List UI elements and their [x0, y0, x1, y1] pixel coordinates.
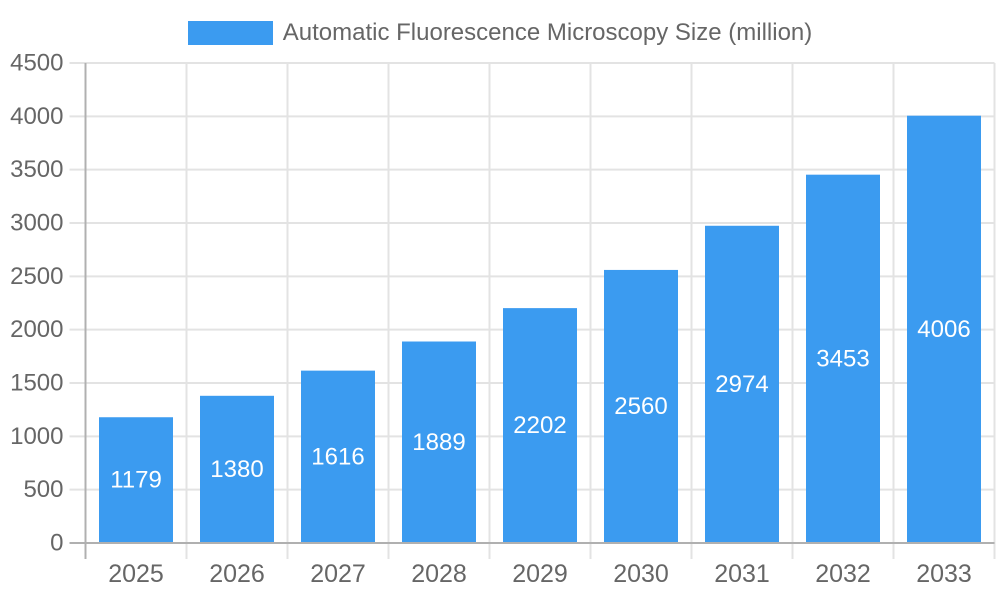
y-tick-label: 3500	[10, 156, 63, 183]
bar-value-label: 1616	[311, 443, 364, 470]
x-tick-label: 2028	[411, 560, 467, 588]
bar-value-label: 3453	[816, 345, 869, 372]
y-tick-label: 3000	[10, 210, 63, 237]
y-tick-label: 1500	[10, 370, 63, 397]
y-tick-label: 2500	[10, 263, 63, 290]
bar-value-label: 2560	[614, 393, 667, 420]
bar-2025[interactable]	[99, 417, 173, 543]
bar-2026[interactable]	[200, 395, 274, 543]
y-tick-label: 500	[23, 476, 63, 503]
y-tick-label: 1000	[10, 423, 63, 450]
x-tick-label: 2030	[613, 560, 669, 588]
bar-value-label: 2202	[513, 412, 566, 439]
bar-2030[interactable]	[604, 269, 678, 543]
y-tick-label: 4500	[10, 50, 63, 77]
bar-2028[interactable]	[402, 341, 476, 543]
bar-2029[interactable]	[503, 308, 577, 543]
y-tick-label: 4000	[10, 103, 63, 130]
legend-swatch-icon	[187, 21, 273, 45]
bar-value-label: 2974	[715, 371, 768, 398]
bar-value-label: 4006	[917, 316, 970, 343]
y-tick-label: 0	[50, 530, 63, 557]
x-tick-label: 2025	[108, 560, 164, 588]
bar-value-label: 1889	[412, 429, 465, 456]
x-tick-label: 2026	[209, 560, 265, 588]
bar-2032[interactable]	[806, 174, 880, 543]
bar-2031[interactable]	[705, 225, 779, 544]
bar-value-label: 1380	[210, 456, 263, 483]
x-tick-label: 2031	[714, 560, 770, 588]
legend-label: Automatic Fluorescence Microscopy Size (…	[282, 19, 813, 46]
y-tick-label: 2000	[10, 316, 63, 343]
x-tick-label: 2029	[512, 560, 568, 588]
chart-legend[interactable]: Automatic Fluorescence Microscopy Size (…	[0, 20, 1000, 46]
bar-value-label: 1179	[110, 467, 162, 494]
x-tick-label: 2032	[815, 560, 871, 588]
bar-2027[interactable]	[301, 370, 375, 543]
x-tick-label: 2033	[916, 560, 972, 588]
x-tick-label: 2027	[310, 560, 366, 588]
bar-2033[interactable]	[907, 115, 981, 544]
